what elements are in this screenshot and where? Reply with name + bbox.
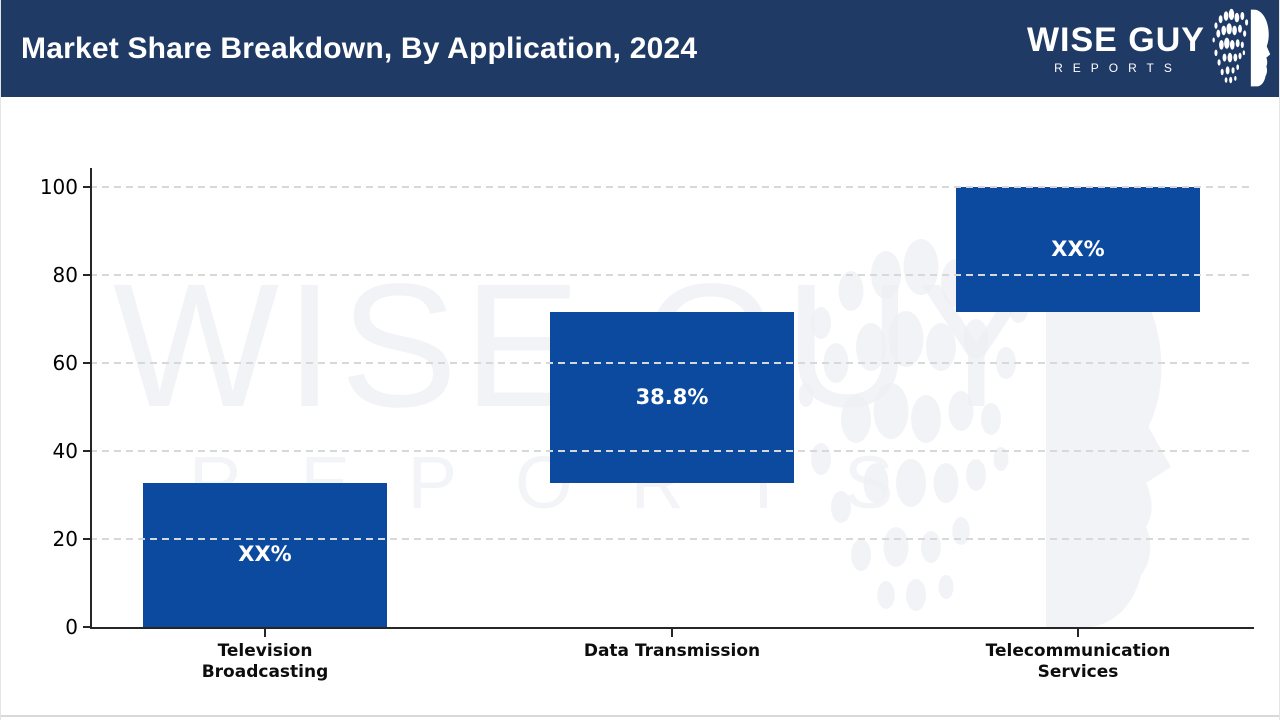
y-axis-tick <box>83 450 90 452</box>
face-profile-icon <box>1212 8 1271 87</box>
y-axis-tick-label: 80 <box>52 263 78 287</box>
y-axis-tick <box>83 626 90 628</box>
y-axis-tick <box>83 186 90 188</box>
y-axis-tick-label: 100 <box>39 175 78 199</box>
logo-subtitle: REPORTS <box>1054 60 1182 75</box>
x-axis-tick <box>1077 629 1079 637</box>
logo-wordmark: WISE GUY <box>1026 20 1205 59</box>
bar-1 <box>143 483 387 627</box>
bar-2 <box>550 312 794 484</box>
x-axis-line <box>90 627 1254 629</box>
gridline-y-100 <box>90 186 1254 188</box>
y-axis-tick-label: 20 <box>52 527 78 551</box>
logo-text: WISE GUY REPORTS <box>1027 22 1205 75</box>
bar-value-label: 38.8% <box>635 384 709 409</box>
y-axis-tick <box>83 538 90 540</box>
x-axis-tick <box>671 629 673 637</box>
x-axis-category-label: Telecommunication Services <box>985 641 1171 682</box>
chart-title: Market Share Breakdown, By Application, … <box>21 31 698 65</box>
x-axis-tick <box>264 629 266 637</box>
bottom-border-line <box>1 715 1279 717</box>
watermark-face-icon <box>798 239 1171 627</box>
bar-value-label: XX% <box>1051 236 1105 261</box>
x-axis-category-label: Data Transmission <box>583 641 761 661</box>
y-axis-tick-label: 60 <box>52 351 78 375</box>
y-axis-tick-label: 40 <box>52 439 78 463</box>
bar-3 <box>956 187 1200 313</box>
gridline-y-40 <box>90 450 1254 452</box>
gridline-y-80 <box>90 274 1254 276</box>
gridline-y-20 <box>90 538 1254 540</box>
header-bar: Market Share Breakdown, By Application, … <box>1 0 1279 97</box>
bar-value-label: XX% <box>238 542 292 567</box>
y-axis-tick <box>83 274 90 276</box>
y-axis-tick <box>83 362 90 364</box>
y-axis-tick-label: 0 <box>65 615 78 639</box>
wise-guy-logo: WISE GUY REPORTS <box>1027 8 1271 88</box>
x-axis-category-label: Television Broadcasting <box>201 641 329 682</box>
y-axis-line <box>90 168 92 629</box>
gridline-y-60 <box>90 362 1254 364</box>
